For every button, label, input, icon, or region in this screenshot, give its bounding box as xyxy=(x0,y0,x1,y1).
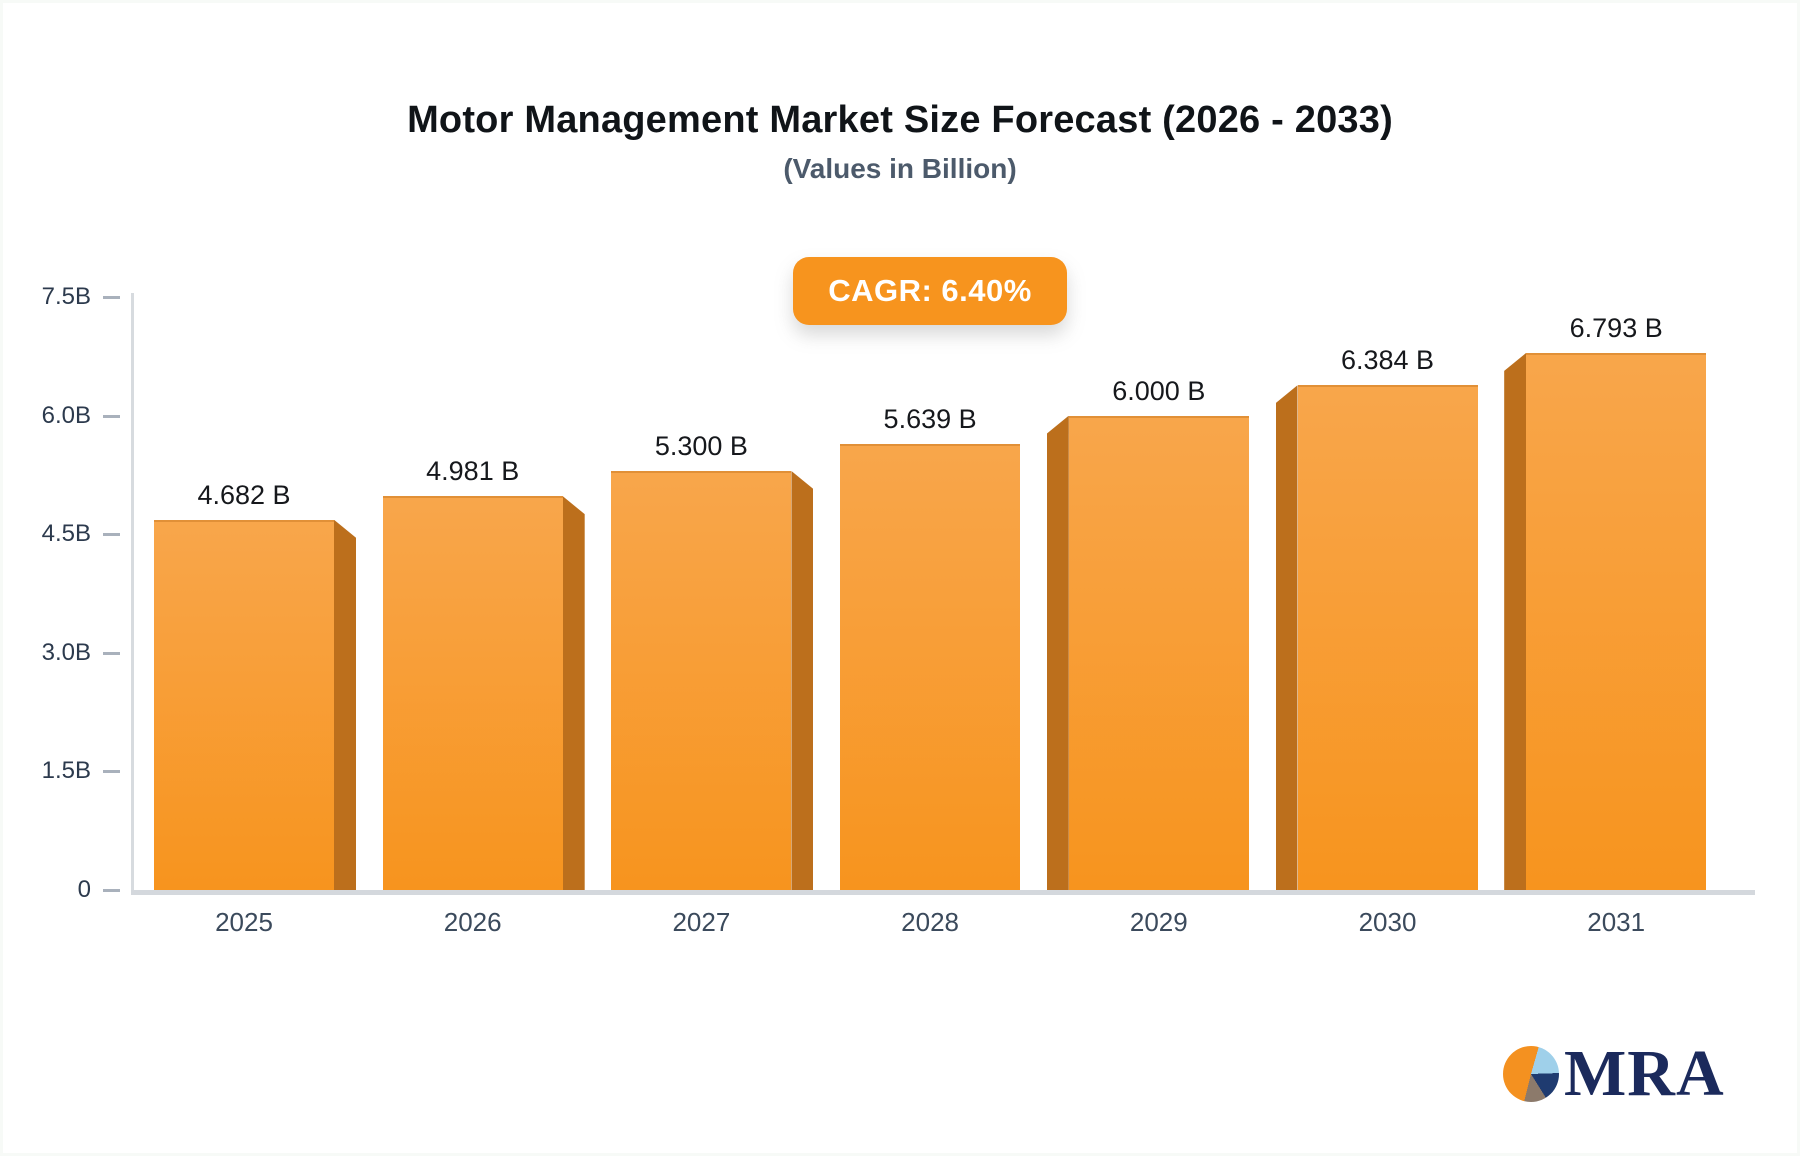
y-axis-line xyxy=(131,293,134,893)
y-axis-label-6.0B: 6.0B xyxy=(41,401,91,429)
bar-2026[interactable] xyxy=(382,496,563,890)
bar-side-face-2025 xyxy=(334,519,356,890)
bar-2028[interactable] xyxy=(840,444,1021,890)
bar-side-face-2027 xyxy=(791,470,814,890)
cagr-badge: CAGR: 6.40% xyxy=(793,257,1067,325)
bar-value-label-2027: 5.300 B xyxy=(654,430,748,461)
y-axis-label-4.5B: 4.5B xyxy=(41,520,91,548)
y-axis-label-7.5B: 7.5B xyxy=(41,283,91,310)
bar-chart-plot-area: 0 1.5B 3.0B 4.5B 6.0B 7.5B 4.682 B 2025 4.981 B 2… xyxy=(3,3,1797,1153)
x-axis-label-2030: 2030 xyxy=(1358,907,1417,937)
y-axis-tick xyxy=(103,889,120,892)
x-axis-label-2026: 2026 xyxy=(443,907,502,937)
bar-side-face-2030 xyxy=(1275,385,1298,890)
bar-2029[interactable] xyxy=(1068,415,1249,890)
y-axis-label-3.0B: 3.0B xyxy=(41,638,91,666)
y-axis-label-0: 0 xyxy=(77,876,91,903)
bar-value-label-2025: 4.682 B xyxy=(197,479,291,510)
bar-side-face-2029 xyxy=(1046,415,1069,890)
bar-2031[interactable] xyxy=(1526,352,1707,890)
mra-logo: MRA xyxy=(1503,1041,1725,1107)
y-axis-label-1.5B: 1.5B xyxy=(41,757,91,785)
bar-side-face-2031 xyxy=(1504,352,1527,890)
bar-2027[interactable] xyxy=(611,470,792,890)
cagr-badge-label: CAGR: 6.40% xyxy=(828,273,1032,308)
bar-value-label-2029: 6.000 B xyxy=(1112,375,1206,406)
pie-chart-icon xyxy=(1503,1046,1559,1102)
y-axis-tick xyxy=(103,533,120,537)
y-axis-tick xyxy=(103,651,120,655)
bar-value-label-2026: 4.981 B xyxy=(426,456,520,487)
x-axis-label-2029: 2029 xyxy=(1129,907,1188,937)
bar-2025[interactable] xyxy=(154,519,334,890)
bar-value-label-2030: 6.384 B xyxy=(1340,345,1435,376)
chart-subtitle: (Values in Billion) xyxy=(783,153,1017,184)
x-axis-label-2027: 2027 xyxy=(672,907,731,937)
x-axis-label-2025: 2025 xyxy=(215,907,273,937)
y-axis-tick xyxy=(103,296,120,299)
bar-value-label-2031: 6.793 B xyxy=(1569,312,1663,343)
bar-side-face-2026 xyxy=(562,496,585,890)
bar-value-label-2028: 5.639 B xyxy=(883,404,977,435)
x-axis-label-2028: 2028 xyxy=(901,907,960,937)
x-axis-line xyxy=(131,890,1755,895)
bar-2030[interactable] xyxy=(1297,385,1478,890)
chart-title: Motor Management Market Size Forecast (2… xyxy=(407,99,1393,141)
mra-logo-text: MRA xyxy=(1564,1037,1725,1110)
y-axis-tick xyxy=(103,770,120,774)
y-axis-tick xyxy=(103,414,120,418)
x-axis-label-2031: 2031 xyxy=(1587,907,1646,937)
